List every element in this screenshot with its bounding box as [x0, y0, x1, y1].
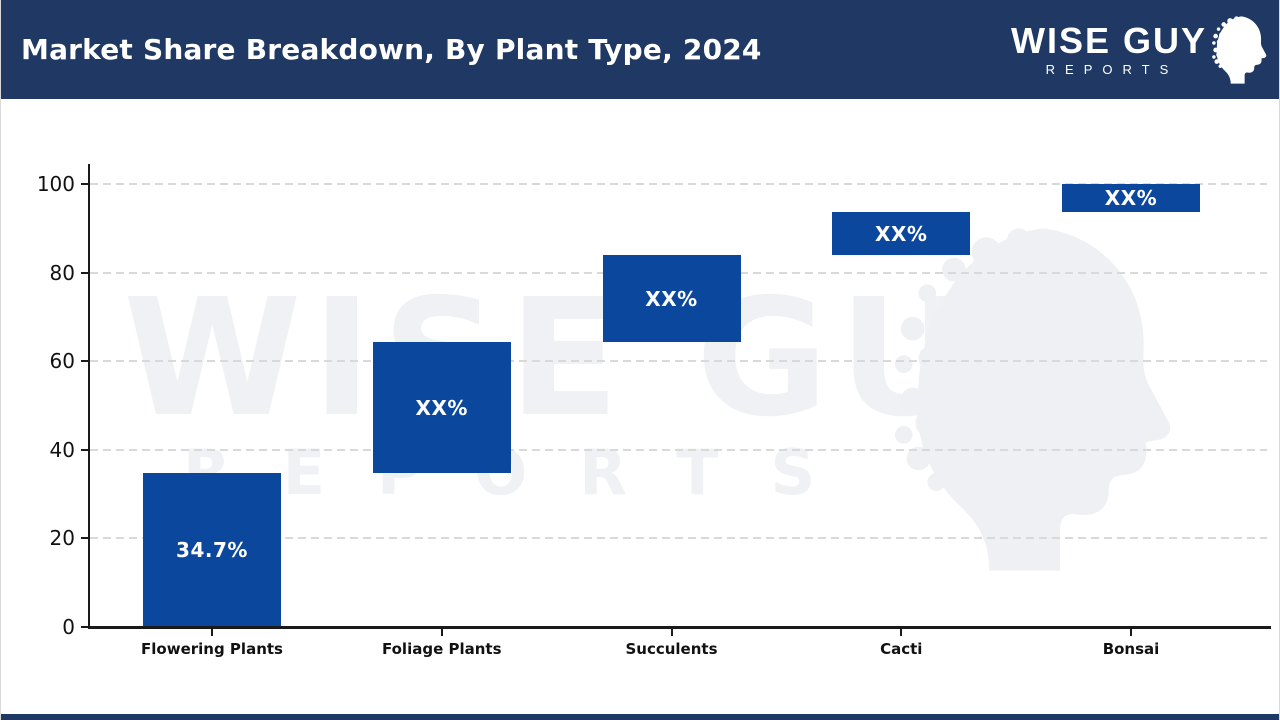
watermark-head-logo-icon	[894, 228, 1171, 571]
wise-guy-reports-logo: WISE GUY REPORTS	[1011, 0, 1269, 99]
y-tick-mark	[81, 448, 88, 451]
x-category-label: Cacti	[880, 640, 923, 658]
logo-head-icon	[1212, 15, 1267, 84]
y-tick-label: 100	[36, 172, 75, 196]
y-tick-label: 40	[49, 437, 75, 462]
gridline-60	[90, 360, 1267, 363]
logo-wordmark: WISE GUY	[1010, 19, 1207, 61]
x-category-label: Succulents	[625, 640, 718, 658]
y-tick-mark	[81, 271, 88, 274]
y-tick-label: 20	[49, 526, 75, 551]
x-category-label: Flowering Plants	[141, 640, 283, 658]
x-tick-mark	[670, 629, 673, 636]
logo-reports-text: REPORTS	[1045, 61, 1179, 77]
bar-value-label: XX%	[1104, 186, 1158, 211]
bar-cacti: XX%	[832, 212, 971, 256]
x-category-label: Bonsai	[1102, 640, 1160, 658]
logo-text: WISE GUY REPORTS	[1010, 19, 1207, 77]
footer-band	[1, 714, 1279, 720]
bar-bonsai: XX%	[1062, 184, 1200, 213]
header-band: Market Share Breakdown, By Plant Type, 2…	[1, 0, 1279, 99]
bar-succulents: XX%	[602, 255, 741, 343]
x-tick-mark	[1130, 629, 1132, 636]
bar-flowering-plants: 34.7%	[143, 473, 281, 627]
gridline-20	[90, 537, 1267, 540]
y-tick-mark	[81, 537, 88, 540]
x-axis-line	[88, 626, 1271, 629]
y-tick-label: 80	[49, 260, 75, 285]
watermark-reports-text: REPORTS	[183, 436, 868, 509]
x-tick-mark	[211, 629, 213, 636]
y-tick-mark	[81, 360, 88, 363]
bar-value-label: XX%	[875, 221, 928, 246]
gridline-40	[90, 448, 1267, 451]
x-tick-mark	[900, 629, 903, 636]
y-tick-mark	[81, 183, 88, 185]
y-axis-line	[88, 164, 90, 628]
gridline-100	[90, 183, 1267, 185]
bar-value-label: XX%	[415, 395, 468, 420]
x-category-label: Foliage Plants	[381, 640, 502, 658]
y-tick-label: 60	[49, 349, 75, 374]
bar-foliage-plants: XX%	[372, 342, 511, 474]
chart-title: Market Share Breakdown, By Plant Type, 2…	[21, 33, 762, 66]
y-tick-label: 0	[62, 615, 75, 639]
bar-value-label: 34.7%	[176, 538, 248, 563]
y-tick-mark	[81, 626, 88, 628]
x-tick-mark	[440, 629, 443, 636]
bar-value-label: XX%	[645, 286, 698, 311]
